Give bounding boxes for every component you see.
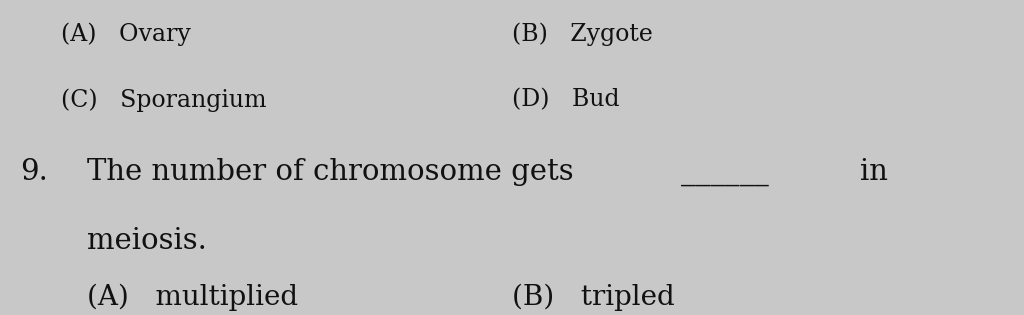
Text: in: in	[860, 158, 888, 186]
Text: (A)   multiplied: (A) multiplied	[87, 284, 298, 311]
Text: (B)   tripled: (B) tripled	[512, 284, 675, 311]
Text: ______: ______	[681, 158, 769, 186]
Text: (B)   Zygote: (B) Zygote	[512, 22, 653, 46]
Text: The number of chromosome gets: The number of chromosome gets	[87, 158, 573, 186]
Text: (C)   Sporangium: (C) Sporangium	[61, 88, 267, 112]
Text: 9.: 9.	[20, 158, 48, 186]
Text: (D)   Bud: (D) Bud	[512, 88, 620, 111]
Text: meiosis.: meiosis.	[87, 227, 207, 255]
Text: (A)   Ovary: (A) Ovary	[61, 22, 191, 46]
